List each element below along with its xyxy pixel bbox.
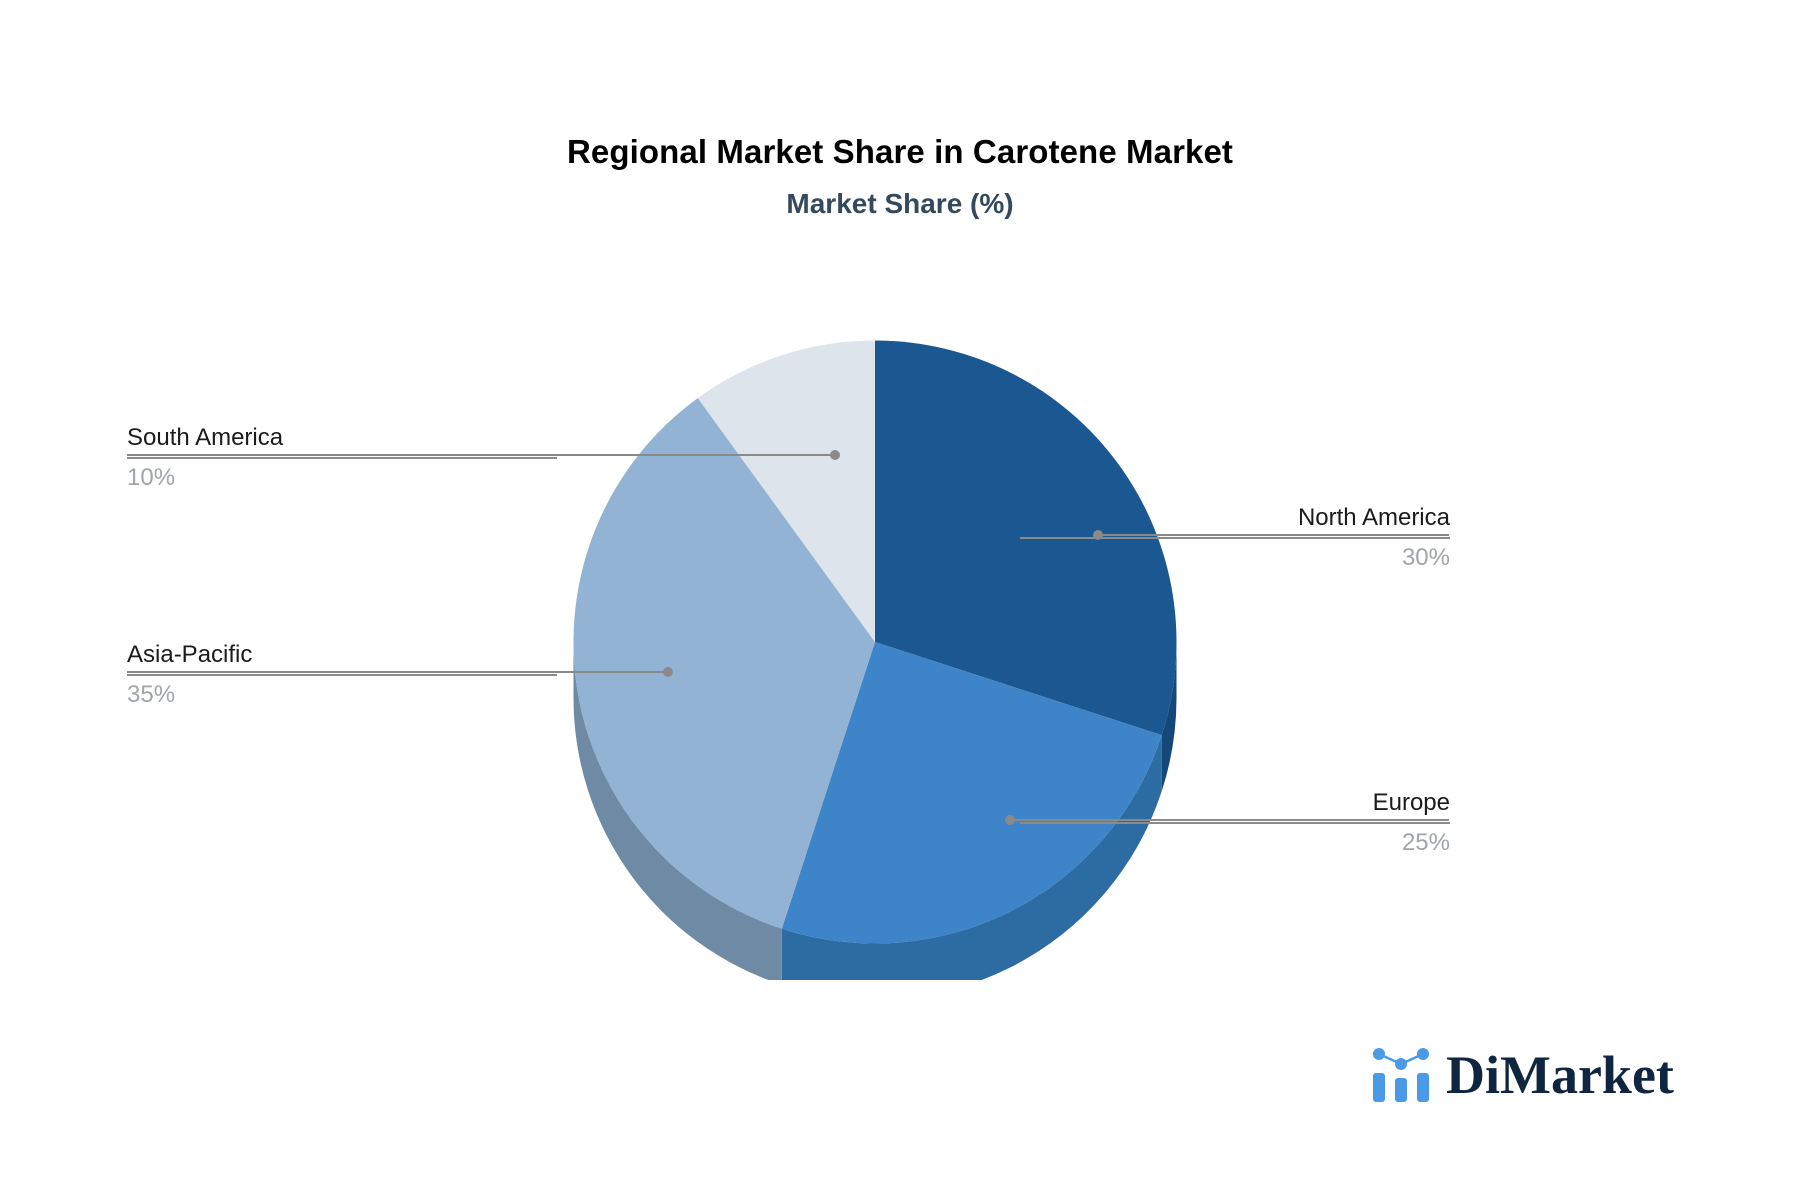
callout-label-asia-pacific: Asia-Pacific xyxy=(127,641,253,668)
slice-south-america[interactable] xyxy=(697,340,875,643)
chart-subtitle: Market Share (%) xyxy=(786,188,1014,219)
callout-rule-south-america xyxy=(127,457,557,459)
callout-label-south-america: South America xyxy=(127,424,284,451)
slice-side-europe xyxy=(781,735,1162,980)
callout-value-europe: 25% xyxy=(1401,829,1450,856)
callout-rule-europe xyxy=(1020,822,1450,824)
callout-value-asia-pacific: 35% xyxy=(127,681,176,708)
callout-rule-asia-pacific xyxy=(127,674,557,676)
callout-value-north-america: 30% xyxy=(1401,544,1450,571)
bar-chart-icon xyxy=(1373,1048,1429,1102)
brand-logo: DiMarket xyxy=(1370,1040,1674,1110)
slice-asia-pacific[interactable] xyxy=(573,398,876,929)
slice-europe[interactable] xyxy=(781,642,1162,944)
callout-label-europe: Europe xyxy=(1372,789,1450,816)
callout-rule-north-america xyxy=(1020,537,1450,539)
callout-value-south-america: 10% xyxy=(127,464,176,491)
slice-side-north-america xyxy=(1161,642,1177,792)
brand-name: DiMarket xyxy=(1446,1045,1674,1105)
pie-chart-graphic xyxy=(573,340,1177,980)
chart-title: Regional Market Share in Carotene Market xyxy=(566,133,1234,170)
slice-side-asia-pacific xyxy=(573,642,782,980)
callout-label-north-america: North America xyxy=(1297,504,1450,531)
pie-depth-walls xyxy=(573,642,1177,980)
callout-asia-pacific: Asia-Pacific 35% xyxy=(127,640,557,710)
callout-europe: Europe 25% xyxy=(1020,788,1450,858)
callout-south-america: South America 10% xyxy=(127,423,557,493)
callout-north-america: North America 30% xyxy=(1020,503,1450,573)
